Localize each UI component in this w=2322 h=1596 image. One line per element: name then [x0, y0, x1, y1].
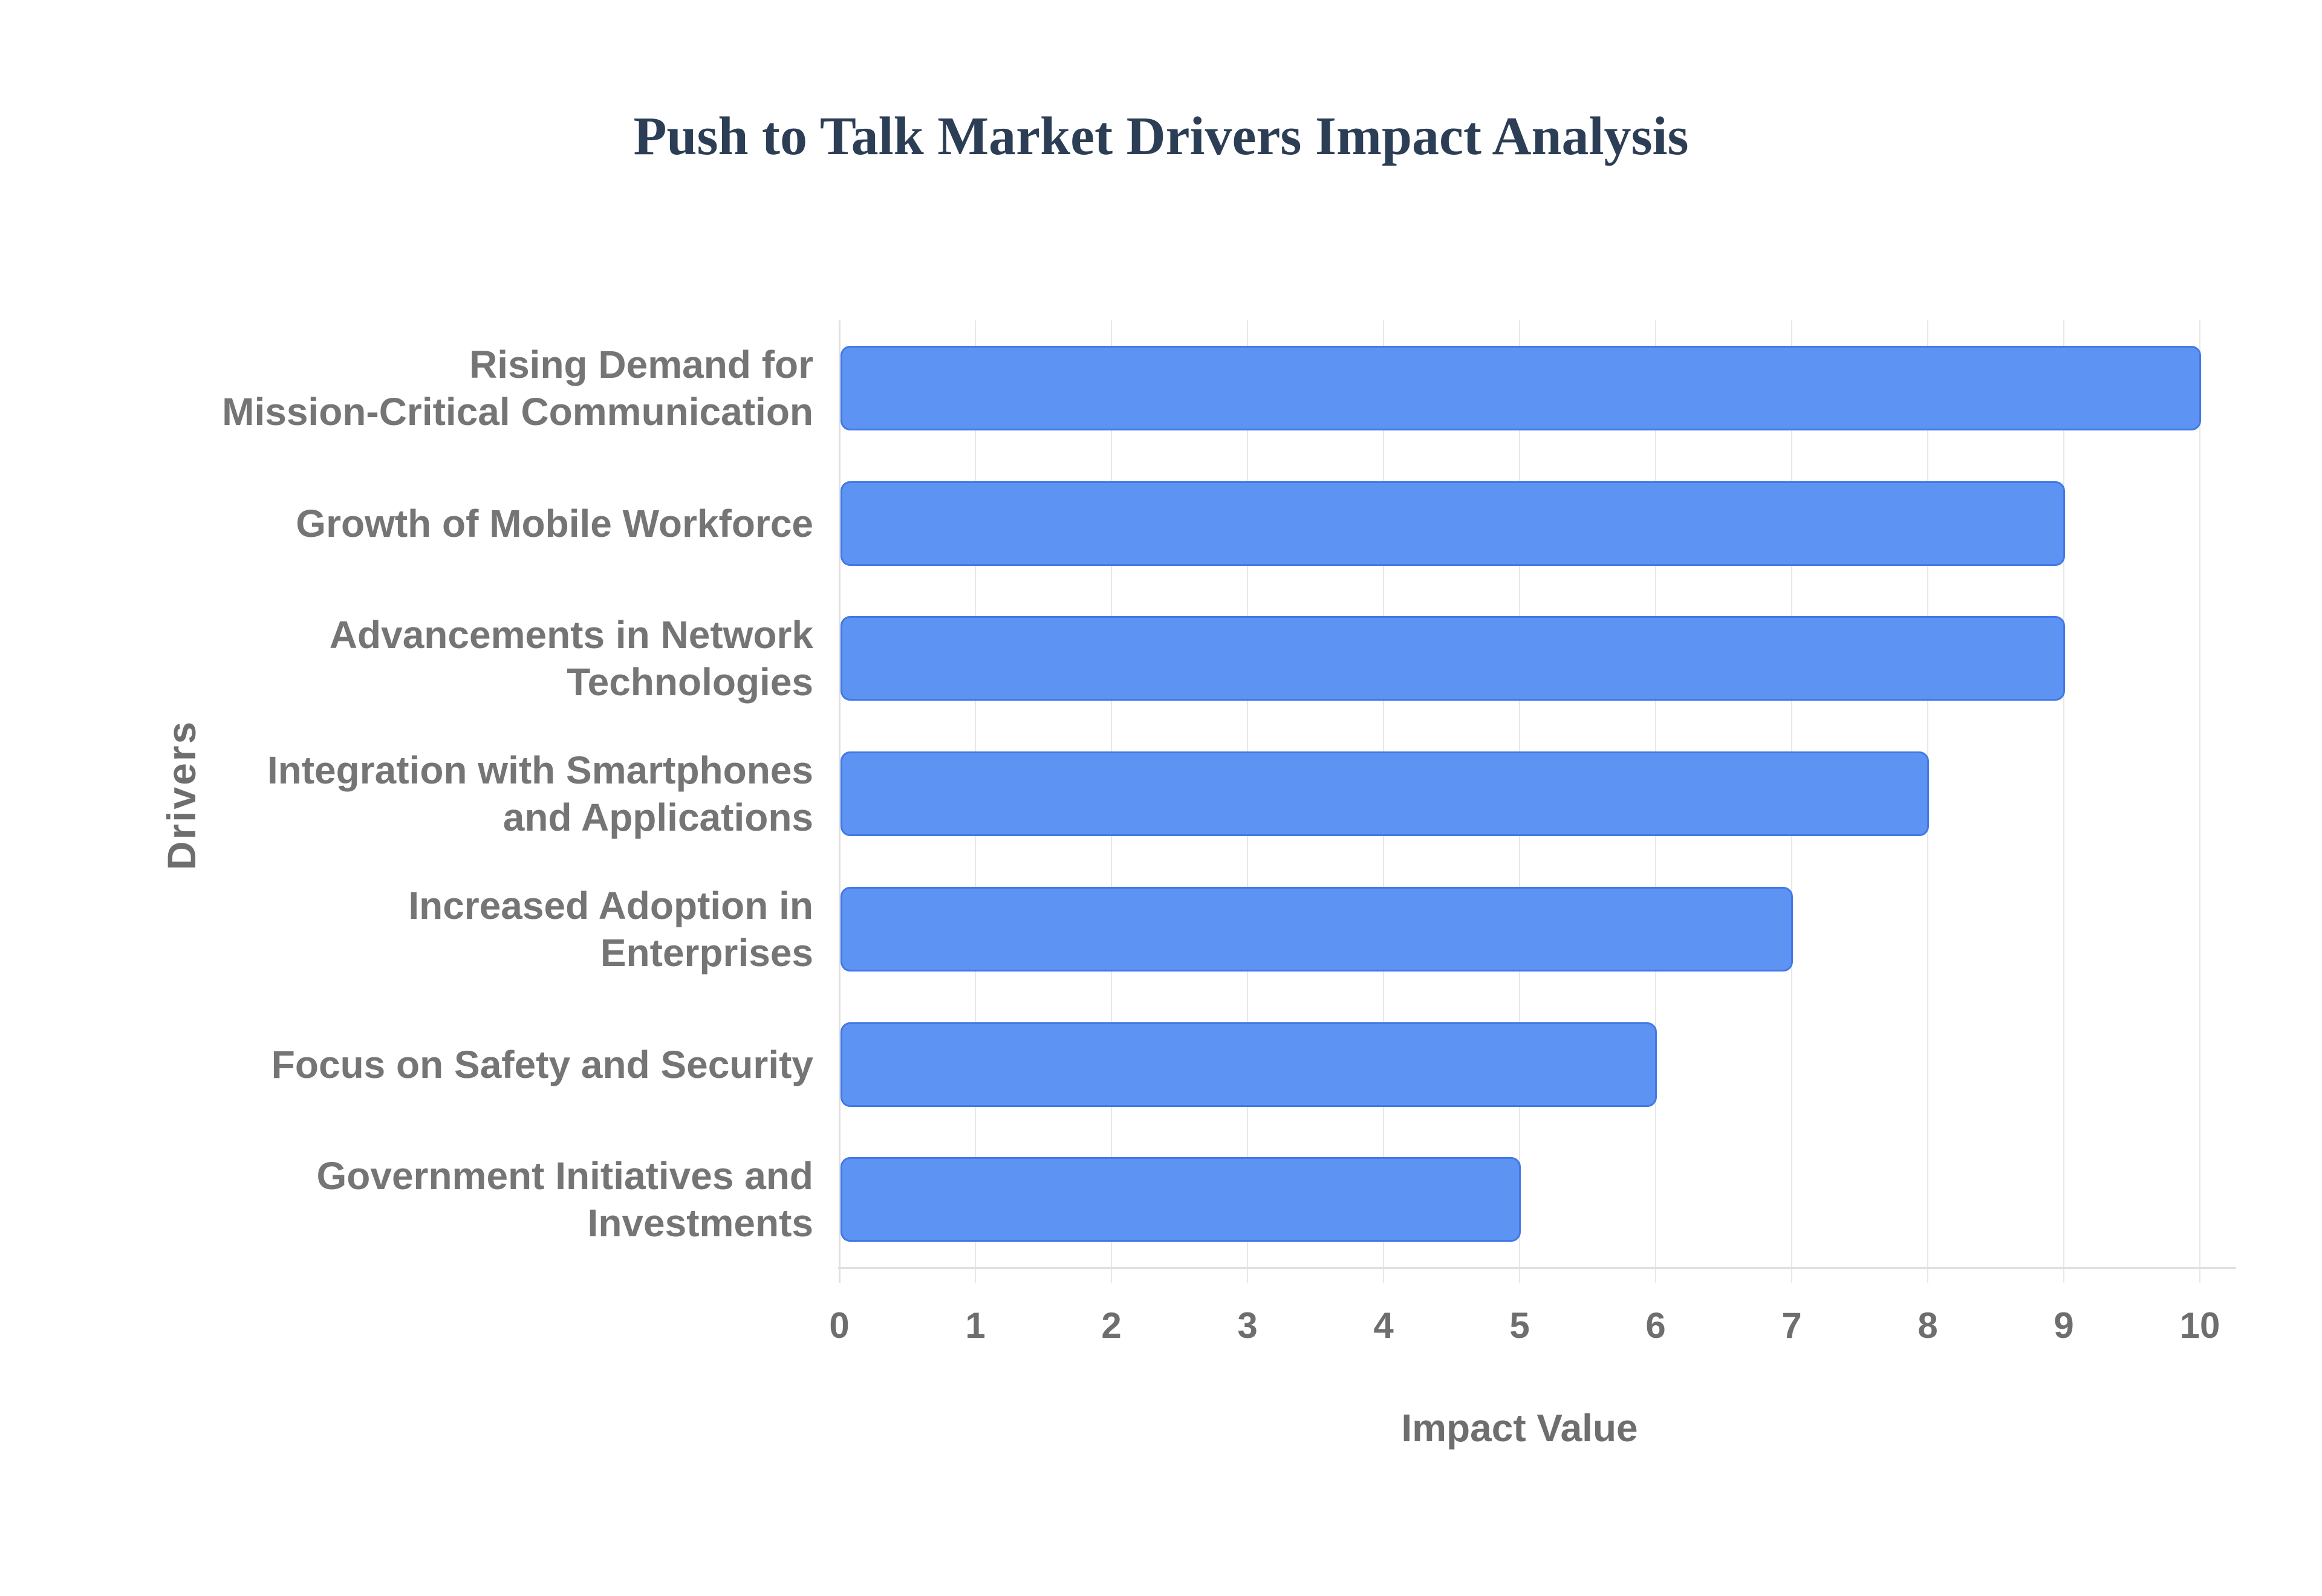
x-tick-label-6: 6 [1645, 1305, 1666, 1346]
x-tick-label-2: 2 [1101, 1305, 1122, 1346]
bar-4 [841, 751, 1929, 836]
bar-7 [841, 1157, 1521, 1242]
category-label-1: Rising Demand for Mission-Critical Commu… [222, 343, 813, 433]
category-label-7: Government Initiatives and Investments [316, 1154, 813, 1245]
x-tick-label-7: 7 [1781, 1305, 1802, 1346]
category-axis-labels: Rising Demand for Mission-Critical Commu… [109, 320, 813, 1267]
gridline-x9 [2063, 320, 2064, 1283]
x-tick-label-3: 3 [1237, 1305, 1258, 1346]
bar-2 [841, 481, 2065, 566]
x-axis-title: Impact Value [1401, 1406, 1638, 1450]
x-tick-label-4: 4 [1373, 1305, 1394, 1346]
y-axis-line [839, 320, 841, 1283]
bar-5 [841, 887, 1793, 972]
x-tick-label-5: 5 [1509, 1305, 1530, 1346]
x-tick-label-0: 0 [829, 1305, 850, 1346]
plot-area [838, 320, 2236, 1283]
x-tick-label-1: 1 [965, 1305, 986, 1346]
x-tick-label-8: 8 [1917, 1305, 1938, 1346]
category-label-2: Growth of Mobile Workforce [296, 502, 813, 545]
bar-6 [841, 1022, 1657, 1107]
category-label-5: Increased Adoption in Enterprises [408, 884, 813, 975]
bar-3 [841, 616, 2065, 701]
category-label-3: Advancements in Network Technologies [329, 613, 813, 704]
x-axis-line [838, 1267, 2236, 1269]
category-label-6: Focus on Safety and Security [271, 1043, 813, 1086]
x-tick-label-10: 10 [2179, 1305, 2220, 1346]
category-label-4: Integration with Smartphones and Applica… [267, 748, 813, 839]
gridline-x10 [2199, 320, 2200, 1283]
chart-title: Push to Talk Market Drivers Impact Analy… [633, 106, 1689, 166]
bar-1 [841, 346, 2201, 430]
x-tick-label-9: 9 [2054, 1305, 2074, 1346]
